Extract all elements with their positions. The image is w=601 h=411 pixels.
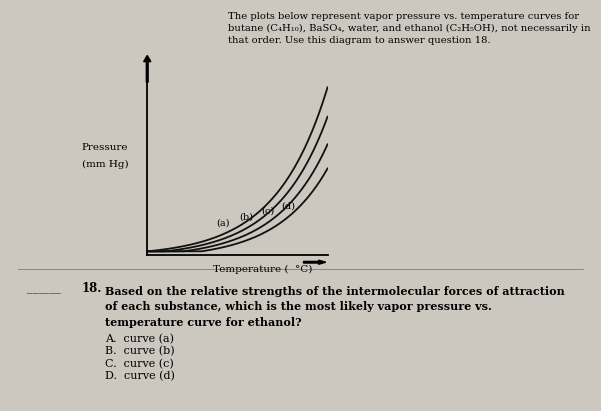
Text: C.  curve (c): C. curve (c) [105, 358, 174, 369]
Text: (mm Hg): (mm Hg) [82, 160, 129, 169]
Text: Based on the relative strengths of the intermolecular forces of attraction
of ea: Based on the relative strengths of the i… [105, 286, 565, 328]
Text: The plots below represent vapor pressure vs. temperature curves for
butane (C₄H₁: The plots below represent vapor pressure… [228, 12, 591, 45]
Text: B.  curve (b): B. curve (b) [105, 346, 175, 357]
Text: 18.: 18. [81, 282, 102, 295]
Text: A.  curve (a): A. curve (a) [105, 334, 174, 344]
Text: (c): (c) [261, 207, 275, 216]
Text: (d): (d) [281, 201, 295, 210]
Text: D.  curve (d): D. curve (d) [105, 371, 175, 381]
Text: (a): (a) [216, 219, 230, 227]
Text: Pressure: Pressure [82, 143, 129, 152]
Text: ______: ______ [27, 284, 61, 293]
Text: (b): (b) [239, 212, 254, 222]
Text: Temperature (  °C): Temperature ( °C) [213, 265, 313, 274]
